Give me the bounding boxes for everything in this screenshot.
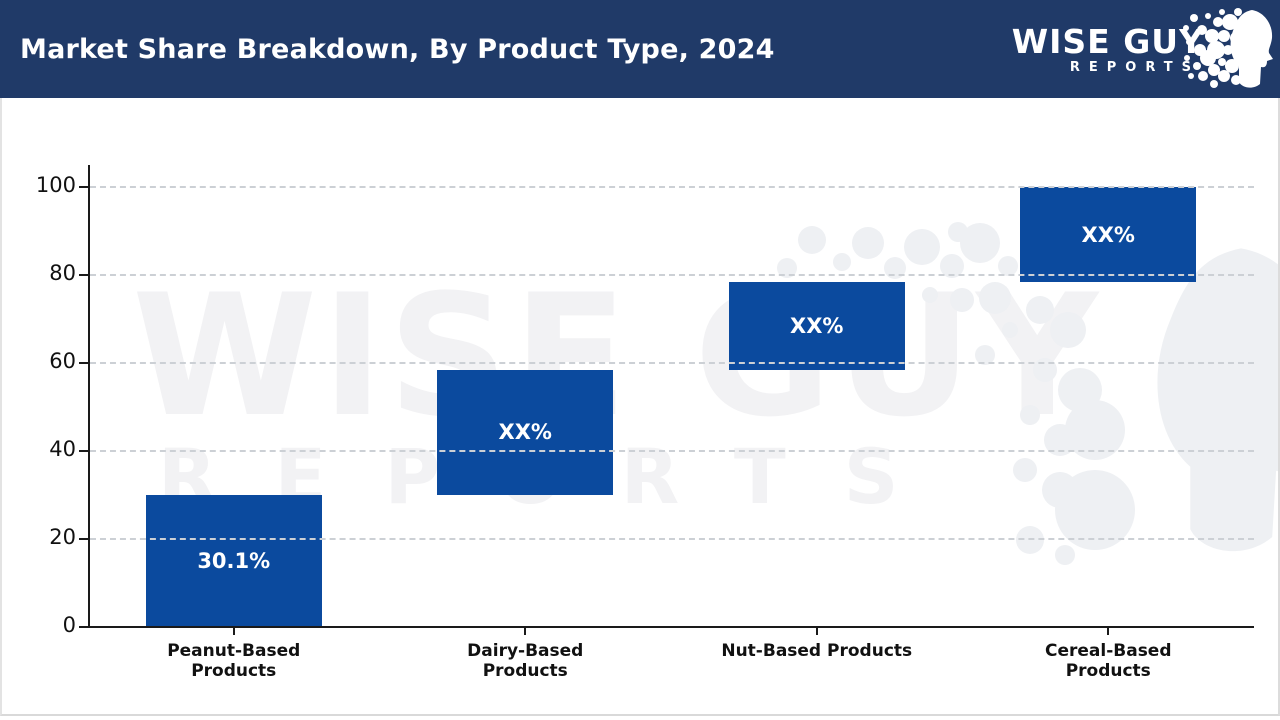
y-tick-mark-100 <box>79 186 88 188</box>
wiseguy-logo: WISE GUY REPORTS <box>1012 0 1273 98</box>
gridline-20 <box>90 538 1254 540</box>
x-category-label-line: Products <box>1065 661 1151 681</box>
x-category-label-line: Dairy-Based <box>467 641 584 661</box>
x-category-label-line: Products <box>482 661 568 681</box>
x-category-label-line: Products <box>191 661 277 681</box>
y-tick-mark-60 <box>79 362 88 364</box>
wiseguy-face-icon <box>1183 8 1273 88</box>
header-band: Market Share Breakdown, By Product Type,… <box>0 0 1280 98</box>
bar-dairy-based-products: XX% <box>437 370 614 495</box>
page-title: Market Share Breakdown, By Product Type,… <box>20 33 775 65</box>
x-tick-mark-2 <box>815 628 818 635</box>
gridline-40 <box>90 450 1254 452</box>
bar-peanut-based-products: 30.1% <box>145 494 322 627</box>
y-tick-label-0: 0 <box>62 613 76 637</box>
x-category-label-line: Cereal-Based <box>1044 641 1172 661</box>
x-tick-mark-1 <box>524 628 527 635</box>
y-tick-label-40: 40 <box>49 437 76 461</box>
x-axis-spine <box>88 626 1254 628</box>
watermark-brand-text: WISE GUY <box>132 258 1103 454</box>
x-category-label-0: Peanut-Based Products <box>104 641 364 681</box>
x-category-label-1: Dairy-Based Products <box>395 641 655 681</box>
y-tick-label-80: 80 <box>49 261 76 285</box>
y-axis-spine <box>88 165 90 628</box>
gridline-80 <box>90 274 1254 276</box>
x-category-label-3: Cereal-Based Products <box>978 641 1238 681</box>
y-tick-mark-0 <box>79 626 88 628</box>
bar-value-label: XX% <box>1081 222 1135 247</box>
bar-value-label: 30.1% <box>197 548 271 573</box>
y-tick-mark-20 <box>79 538 88 540</box>
x-tick-mark-3 <box>1107 628 1110 635</box>
y-tick-label-60: 60 <box>49 349 76 373</box>
y-tick-mark-40 <box>79 450 88 452</box>
x-tick-mark-0 <box>232 628 235 635</box>
x-category-label-2: Nut-Based Products <box>687 641 947 661</box>
y-tick-label-20: 20 <box>49 525 76 549</box>
gridline-100 <box>90 186 1254 188</box>
x-category-label-line: Peanut-Based <box>167 641 301 661</box>
logo-brand-text: WISE GUY <box>1011 22 1204 61</box>
bar-value-label: XX% <box>790 314 844 339</box>
bar-nut-based-products: XX% <box>728 282 905 371</box>
x-category-label-line: Nut-Based Products <box>721 641 913 661</box>
y-tick-label-100: 100 <box>35 173 76 197</box>
logo-sub-text: REPORTS <box>1069 60 1200 75</box>
bar-value-label: XX% <box>498 420 552 445</box>
gridline-60 <box>90 362 1254 364</box>
y-tick-mark-80 <box>79 274 88 276</box>
bar-cereal-based-products: XX% <box>1020 187 1197 283</box>
